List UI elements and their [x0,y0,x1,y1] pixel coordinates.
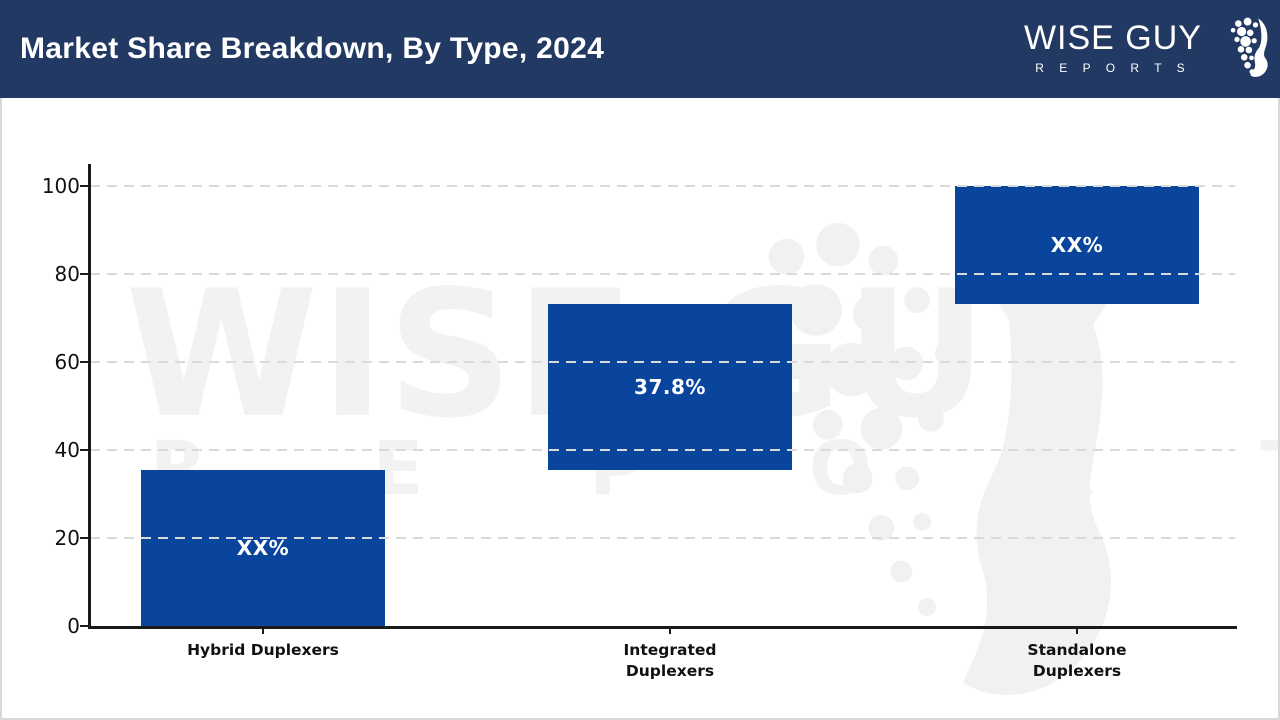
gridline-60 [90,361,1235,363]
bar-1: XX% [141,470,385,626]
y-tick-label: 60 [54,350,80,374]
xaxis-category-line: Integrated [623,641,717,659]
logo-wordmark: WISE GUY [1023,19,1202,57]
y-tick-label: 80 [54,262,80,286]
xaxis-category-label: Standalone Duplexers [927,640,1227,682]
xaxis-category-line: Hybrid Duplexers [187,641,339,659]
bar-value-label: XX% [1050,232,1104,257]
gridline-40 [90,449,1235,451]
header: Market Share Breakdown, By Type, 2024 WI… [0,0,1280,98]
page-title: Market Share Breakdown, By Type, 2024 [20,32,605,65]
left-border [0,98,2,720]
bar-3: XX% [955,186,1199,304]
logo-text: WISE GUY R E P O R T S [1024,18,1202,76]
y-tick-label: 0 [67,614,80,638]
gridline-100 [90,185,1235,187]
y-tick-mark [80,185,88,187]
bar-2: 37.8% [548,303,792,471]
logo-face-icon [1230,17,1268,77]
y-tick-mark [80,625,88,627]
y-axis-spine [88,164,91,628]
y-tick-mark [80,449,88,451]
xaxis-category-label: Integrated Duplexers [520,640,820,682]
x-tick-mark [1076,626,1078,634]
bottom-border [0,718,1280,720]
y-tick-label: 100 [41,174,80,198]
x-tick-mark [669,626,671,634]
y-tick-mark [80,361,88,363]
brand-logo: WISE GUY R E P O R T S [1017,0,1272,98]
x-axis-spine [88,626,1237,629]
logo-subtitle: R E P O R T S [1035,61,1191,75]
x-tick-mark [262,626,264,634]
y-tick-mark [80,273,88,275]
right-border [1278,98,1280,720]
gridline-20 [90,537,1235,539]
xaxis-category-label: Hybrid Duplexers [113,640,413,661]
xaxis-category-line: Duplexers [1032,662,1122,680]
xaxis-category-line: Duplexers [625,662,715,680]
xaxis-category-line: Standalone [1027,641,1127,659]
y-tick-label: 40 [54,438,80,462]
bar-value-label: XX% [236,536,290,561]
bar-value-label: 37.8% [634,375,706,400]
y-tick-label: 20 [54,526,80,550]
y-tick-mark [80,537,88,539]
gridline-80 [90,273,1235,275]
